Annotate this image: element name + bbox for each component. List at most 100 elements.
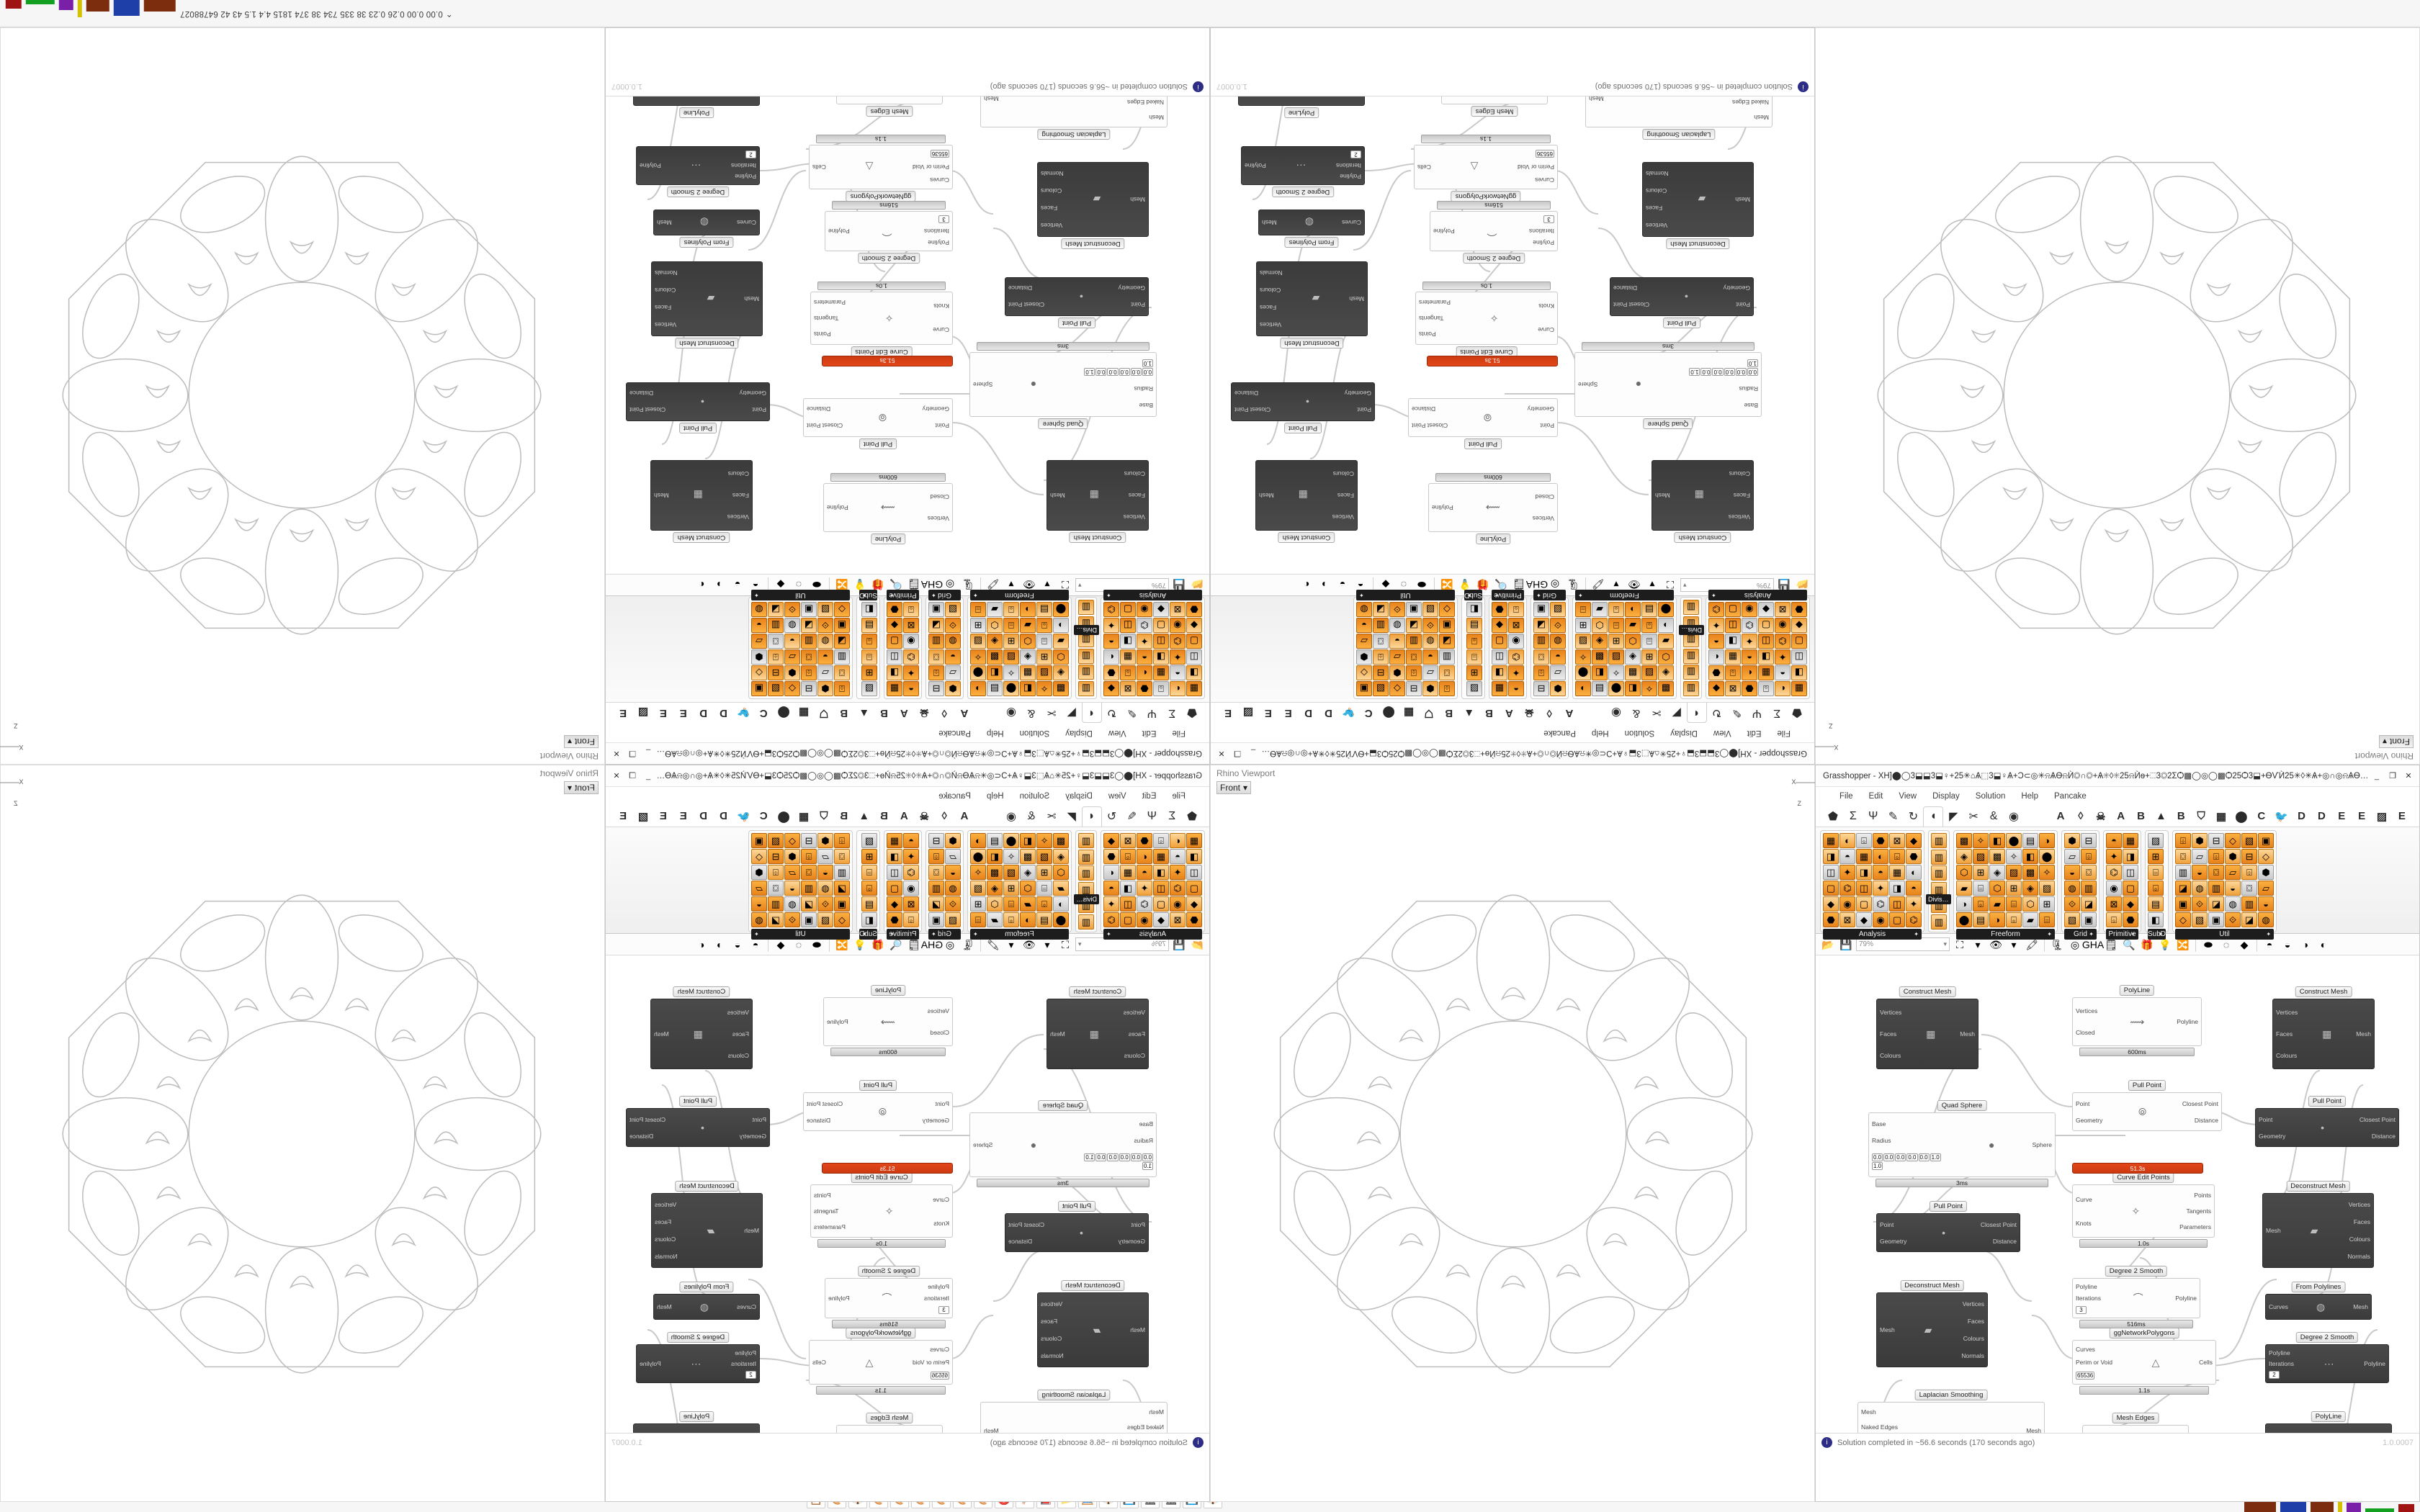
component-icon[interactable]: ▨ <box>1608 649 1624 665</box>
menu-item-solution[interactable]: Solution <box>1975 792 2006 801</box>
gh-component[interactable]: Degree 2 Smooth Polyline Iterations 2 ⋯ Polyl… <box>1241 146 1365 197</box>
component-icon[interactable]: ◒ <box>2225 881 2241 896</box>
menu-item-help[interactable]: Help <box>986 729 1004 737</box>
ribbon-tab-E2[interactable]: E <box>2352 806 2372 827</box>
component-icon[interactable]: ▦ <box>1889 865 1905 880</box>
ribbon-tab-D2[interactable]: D <box>2311 806 2331 827</box>
ribbon-tab-shield-icon[interactable]: ⛉ <box>814 703 834 724</box>
gh-component[interactable]: Deconstruct Mesh Mesh ▰ Vertices Faces Colour… <box>2262 1181 2374 1268</box>
component-icon[interactable]: ◑ <box>970 833 986 848</box>
close-button[interactable]: ✕ <box>2405 772 2412 780</box>
component-icon[interactable]: ⬣ <box>1103 849 1119 864</box>
component-icon[interactable]: ✦ <box>1775 649 1791 665</box>
component-icon[interactable]: ⊞ <box>970 618 986 633</box>
component-body[interactable]: Mesh ▰ Vertices Faces Colours Normals <box>2262 1193 2374 1268</box>
component-icon[interactable]: ▤ <box>861 618 877 633</box>
component-icon[interactable]: ◨ <box>1492 665 1507 680</box>
ribbon-tab-grid-icon[interactable]: ▦ <box>794 703 814 724</box>
ribbon-group-label[interactable]: Freeform ✦ <box>1956 929 2055 940</box>
gh-component[interactable]: Quad Sphere Base Radius 0.0 0.0 0.0 0.0 0.0 1.0 1… <box>1868 1100 2056 1187</box>
component-icon[interactable]: ◓ <box>1839 849 1855 864</box>
component-body[interactable]: Curves ◍ Mesh <box>653 1294 760 1320</box>
component-icon[interactable]: ▣ <box>800 912 817 927</box>
component-icon[interactable]: ▤ <box>1466 618 1482 633</box>
component-icon[interactable]: ⟐ <box>945 896 961 912</box>
number-field[interactable]: 2 <box>745 1371 756 1380</box>
input-param[interactable]: Point <box>2259 1115 2272 1124</box>
gh-component[interactable]: ggNetworkPolygons Curves Perim or Void 6553… <box>2072 1328 2216 1395</box>
component-body[interactable]: Vertices Faces Colours ▦ Mesh <box>1255 460 1358 531</box>
component-icon[interactable]: ◪ <box>2175 881 2192 896</box>
menu-item-edit[interactable]: Edit <box>1142 729 1157 737</box>
component-icon[interactable]: ▨ <box>1003 649 1019 665</box>
component-icon[interactable]: ⌸ <box>970 912 986 927</box>
component-icon[interactable]: ◨ <box>887 665 902 680</box>
component-icon[interactable]: ▥ <box>1405 634 1422 649</box>
ribbon-tab-hexagon-icon[interactable]: ⬟ <box>1792 706 1803 719</box>
component-icon[interactable]: ◉ <box>1508 634 1524 649</box>
component-icon[interactable]: ⌸ <box>1003 618 1019 633</box>
component-icon[interactable]: ⬡ <box>1592 618 1608 633</box>
input-param[interactable]: Point <box>1736 301 1750 310</box>
gh-component[interactable]: ggNetworkPolygons Curves Perim or Void 6553… <box>809 1328 953 1395</box>
maximize-button[interactable]: ❐ <box>1234 749 1241 757</box>
component-icon[interactable]: ◉ <box>903 881 919 896</box>
gh-component[interactable]: Construct Mesh Vertices Faces Colours ▦ Mesh <box>1255 460 1358 543</box>
menu-item-edit[interactable]: Edit <box>1747 729 1762 737</box>
component-icon[interactable]: ▥ <box>2175 865 2192 880</box>
component-icon[interactable]: ◓ <box>903 833 919 848</box>
number-field[interactable]: 65536 <box>930 150 949 158</box>
component-icon[interactable]: ◍ <box>817 881 833 896</box>
component-icon[interactable]: ▢ <box>1186 881 1202 896</box>
component-icon[interactable]: ▩ <box>1658 681 1674 696</box>
ribbon-tab-E[interactable]: E <box>673 703 694 724</box>
component-icon[interactable]: ◍ <box>2192 881 2208 896</box>
ribbon-group-expand-icon[interactable]: ✦ <box>973 592 978 598</box>
component-icon[interactable]: ⬣ <box>1492 602 1507 617</box>
component-icon[interactable]: ⌬ <box>1137 618 1152 633</box>
input-param[interactable]: Polyline <box>1533 238 1554 247</box>
component-icon[interactable]: ◪ <box>767 912 784 927</box>
gh-component[interactable]: Deconstruct Mesh Mesh ▰ Vertices Faces Colour… <box>1642 162 1754 249</box>
component-icon[interactable]: ▥ <box>767 618 784 633</box>
input-param[interactable]: Faces <box>1129 491 1145 500</box>
component-icon[interactable]: ▧ <box>2192 912 2208 927</box>
ribbon-group-label[interactable]: Primitive ✦ <box>887 929 919 940</box>
component-body[interactable]: Polyline Iterations 3 ⌒ Polyline <box>1430 211 1558 251</box>
component-body[interactable]: 51.3s <box>1427 356 1558 366</box>
input-param[interactable]: Geometry <box>923 405 949 414</box>
component-icon[interactable]: ◈ <box>1020 649 1036 665</box>
component-icon[interactable]: ◈ <box>1956 849 1972 864</box>
ribbon-tab-B[interactable]: B <box>2131 806 2151 827</box>
component-icon[interactable]: ◈ <box>1592 634 1608 649</box>
component-icon[interactable]: ⌸ <box>1036 881 1052 896</box>
ribbon-tab-blob-icon[interactable]: ◖ <box>1081 703 1102 724</box>
ribbon-group-label[interactable]: Analysis ✦ <box>1823 929 1922 940</box>
input-param[interactable]: Naked Edges <box>1861 1423 1898 1431</box>
component-icon[interactable]: ⊟ <box>800 681 817 696</box>
input-param[interactable]: Curves <box>1342 218 1361 227</box>
number-field[interactable]: 1.0 <box>1747 359 1758 367</box>
gh-component[interactable]: From Polylines Curves ◍ Mesh <box>653 210 760 248</box>
component-icon[interactable]: ✦ <box>903 665 919 680</box>
component-icon[interactable]: ▧ <box>767 681 784 696</box>
ribbon-tab-A[interactable]: A <box>2051 806 2071 827</box>
input-param[interactable]: Mesh <box>1880 1326 1895 1334</box>
ribbon-tab-hexagon-icon[interactable]: ⬟ <box>1187 810 1198 823</box>
gh-component[interactable]: Pull Point Point Geometry • Closest Point Dis… <box>1610 277 1754 328</box>
input-param[interactable]: Perim or Void <box>913 1358 949 1367</box>
component-icon[interactable]: ◫ <box>1492 649 1507 665</box>
component-icon[interactable]: ⌺ <box>1508 602 1524 617</box>
input-param[interactable]: Vertices <box>735 96 756 99</box>
component-icon[interactable]: ◉ <box>1873 912 1888 927</box>
component-icon[interactable]: ◆ <box>1708 681 1724 696</box>
close-button[interactable]: ✕ <box>1218 749 1225 757</box>
gh-component[interactable]: Degree 2 Smooth Polyline Iterations 3 ⌒ Polyl… <box>825 201 953 264</box>
component-icon[interactable]: ◪ <box>800 618 817 633</box>
gh-component[interactable]: From Polylines Curves ◍ Mesh <box>2265 1282 2372 1320</box>
component-icon[interactable]: ⬣ <box>887 602 902 617</box>
ribbon-tab-arrow-icon[interactable]: ✎ <box>1126 810 1137 823</box>
component-body[interactable]: Curves Perim or Void 65536 △ Cells <box>809 1340 953 1385</box>
component-icon[interactable]: ⊟ <box>928 833 944 848</box>
